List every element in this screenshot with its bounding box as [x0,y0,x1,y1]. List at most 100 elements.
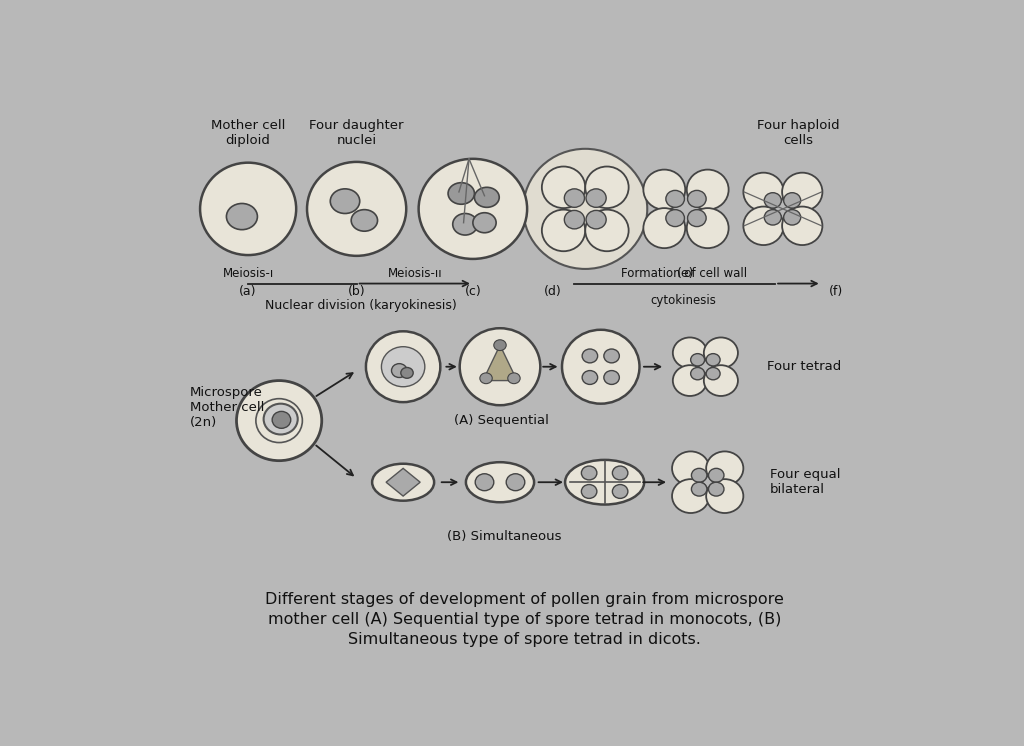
Text: (B) Simultaneous: (B) Simultaneous [446,530,561,543]
Text: Four tetrad: Four tetrad [767,360,842,373]
Text: Meiosis-ı: Meiosis-ı [222,268,273,280]
Ellipse shape [586,210,629,251]
Ellipse shape [586,210,606,229]
Ellipse shape [473,213,496,233]
Ellipse shape [643,169,685,210]
Ellipse shape [237,380,322,461]
Ellipse shape [400,368,414,378]
Ellipse shape [583,349,598,363]
Ellipse shape [331,189,359,213]
Ellipse shape [351,210,378,231]
Ellipse shape [494,339,506,351]
Ellipse shape [687,190,707,207]
Ellipse shape [764,192,781,208]
Ellipse shape [449,183,474,204]
Ellipse shape [604,349,620,363]
Ellipse shape [506,474,524,491]
Ellipse shape [666,190,684,207]
Ellipse shape [672,479,710,513]
Text: Meiosis-ıı: Meiosis-ıı [387,268,442,280]
Ellipse shape [372,464,434,501]
Ellipse shape [612,485,628,498]
Ellipse shape [703,366,738,396]
Ellipse shape [586,189,606,207]
Ellipse shape [782,172,822,211]
Ellipse shape [366,331,440,402]
Ellipse shape [612,466,628,480]
Text: Formation of cell wall: Formation of cell wall [621,268,746,280]
Text: (A) Sequential: (A) Sequential [454,415,549,427]
Ellipse shape [673,366,707,396]
Ellipse shape [707,479,743,513]
Text: Different stages of development of pollen grain from microspore: Different stages of development of polle… [265,592,784,606]
Ellipse shape [743,207,783,245]
Text: (d): (d) [544,285,562,298]
Ellipse shape [272,411,291,428]
Ellipse shape [707,368,720,380]
Text: mother cell (A) Sequential type of spore tetrad in monocots, (B): mother cell (A) Sequential type of spore… [268,612,781,627]
Ellipse shape [703,337,738,369]
Ellipse shape [200,163,296,255]
Ellipse shape [480,373,493,383]
Ellipse shape [583,371,598,384]
Ellipse shape [709,468,724,482]
Text: cytokinesis: cytokinesis [650,295,717,307]
Ellipse shape [691,468,707,482]
Ellipse shape [466,463,535,502]
Ellipse shape [381,347,425,386]
Text: (f): (f) [829,285,844,298]
Text: Simultaneous type of spore tetrad in dicots.: Simultaneous type of spore tetrad in dic… [348,632,701,647]
Ellipse shape [564,210,585,229]
Text: (e): (e) [677,266,694,280]
Ellipse shape [453,213,477,235]
Text: Four equal
bilateral: Four equal bilateral [770,468,841,496]
Ellipse shape [562,330,640,404]
Ellipse shape [523,148,647,269]
Polygon shape [483,345,517,380]
Ellipse shape [687,210,707,227]
Ellipse shape [565,460,644,504]
Ellipse shape [673,337,707,369]
Ellipse shape [586,166,629,208]
Ellipse shape [542,166,586,208]
Ellipse shape [709,482,724,496]
Ellipse shape [672,451,710,486]
Ellipse shape [263,404,298,434]
Ellipse shape [604,371,620,384]
Polygon shape [386,468,420,496]
Ellipse shape [582,466,597,480]
Text: Microspore
Mother cell
(2n): Microspore Mother cell (2n) [190,386,264,429]
Ellipse shape [307,162,407,256]
Text: (c): (c) [465,285,481,298]
Ellipse shape [783,210,801,225]
Ellipse shape [226,204,257,230]
Ellipse shape [743,172,783,211]
Text: (a): (a) [240,285,257,298]
Ellipse shape [564,189,585,207]
Ellipse shape [508,373,520,383]
Ellipse shape [582,485,597,498]
Ellipse shape [391,363,407,377]
Ellipse shape [419,159,527,259]
Ellipse shape [475,474,494,491]
Text: Nuclear division (karyokinesis): Nuclear division (karyokinesis) [264,299,457,312]
Ellipse shape [782,207,822,245]
Ellipse shape [764,210,781,225]
Ellipse shape [460,328,541,405]
Ellipse shape [691,482,707,496]
Ellipse shape [690,354,705,366]
Text: (b): (b) [348,285,366,298]
Ellipse shape [707,354,720,366]
Text: Four haploid
cells: Four haploid cells [757,119,840,147]
Ellipse shape [707,451,743,486]
Ellipse shape [687,208,729,248]
Text: Mother cell
diploid: Mother cell diploid [211,119,286,147]
Ellipse shape [666,210,684,227]
Ellipse shape [474,187,500,207]
Text: Four daughter
nuclei: Four daughter nuclei [309,119,403,147]
Ellipse shape [643,208,685,248]
Ellipse shape [690,368,705,380]
Ellipse shape [783,192,801,208]
Ellipse shape [687,169,729,210]
Ellipse shape [542,210,586,251]
